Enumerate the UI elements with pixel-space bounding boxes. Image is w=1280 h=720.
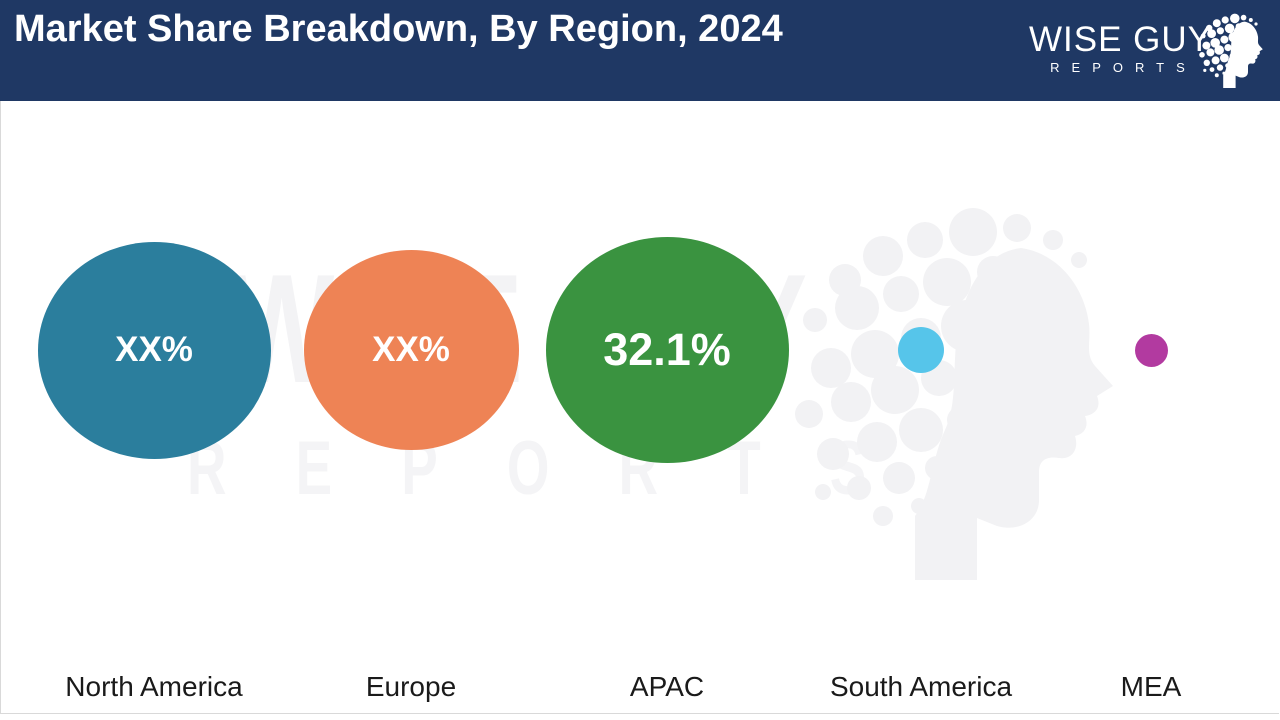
- bubble-north-america: XX%: [37, 241, 271, 459]
- bubble-south-america: [898, 327, 944, 373]
- header-bar: Market Share Breakdown, By Region, 2024 …: [0, 0, 1280, 101]
- chart-area: WISE GUY REPORTS XX% XX% 32.1% North Ameri…: [0, 101, 1279, 714]
- category-label-mea: MEA: [1120, 671, 1182, 702]
- category-label-south-america: South America: [829, 671, 1013, 702]
- bubble-value-europe: XX%: [372, 330, 450, 369]
- logo-subtitle: REPORTS: [1050, 60, 1197, 75]
- wise-guy-reports-logo: WISE GUY REPORTS: [1029, 0, 1280, 101]
- logo-head-icon: [1196, 8, 1276, 92]
- watermark-head-icon: [779, 199, 1179, 581]
- watermark-subtitle: REPORTS: [187, 426, 936, 511]
- bubble-apac: 32.1%: [545, 237, 789, 463]
- bubble-europe: XX%: [303, 250, 519, 450]
- logo-text: WISE GUY REPORTS: [1029, 22, 1212, 74]
- logo-wordmark: WISE GUY: [1028, 20, 1212, 59]
- bubble-value-apac: 32.1%: [603, 324, 731, 375]
- bubble-mea: [1134, 333, 1168, 367]
- category-label-apac: APAC: [629, 671, 705, 702]
- category-label-north-america: North America: [65, 671, 243, 702]
- bubble-value-north-america: XX%: [115, 330, 193, 369]
- category-label-europe: Europe: [365, 671, 457, 702]
- page-title: Market Share Breakdown, By Region, 2024: [14, 8, 783, 50]
